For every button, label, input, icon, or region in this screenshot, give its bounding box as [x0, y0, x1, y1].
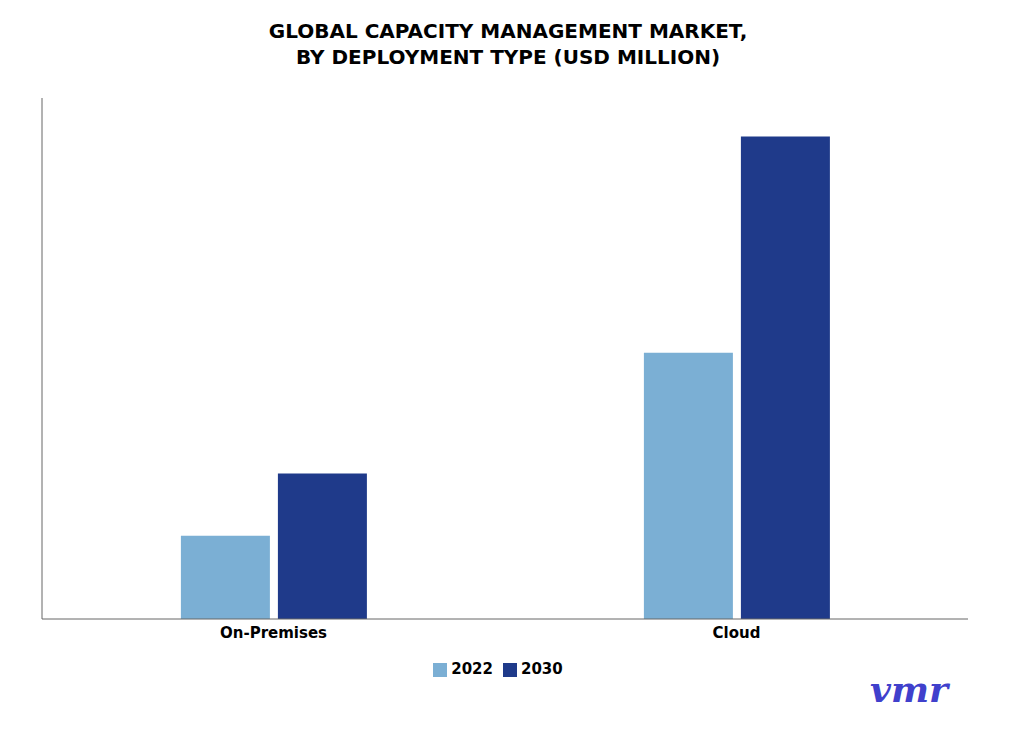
html-text:vmr: vmr	[870, 668, 948, 710]
html-text:GLOBAL CAPACITY MANAGEMENT MAR: GLOBAL CAPACITY MANAGEMENT MARKET, BY DE…	[268, 19, 748, 69]
html-text:2030: 2030	[521, 660, 563, 678]
html-text:2022: 2022	[451, 660, 493, 678]
svg-text:Cloud: Cloud	[713, 624, 761, 642]
svg-text:On-Premises: On-Premises	[220, 624, 327, 642]
